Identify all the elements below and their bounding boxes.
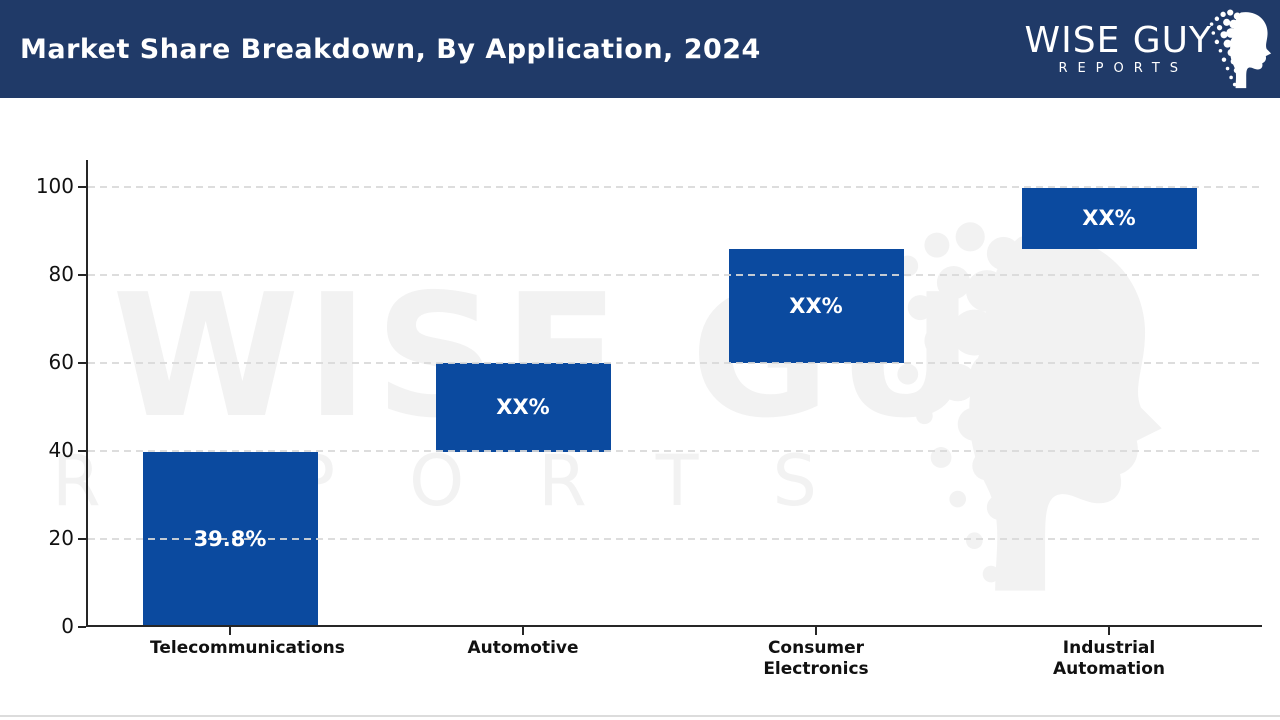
bar-value-label: 39.8% [193, 527, 267, 552]
header: Market Share Breakdown, By Application, … [0, 0, 1280, 98]
bar-segment [1021, 187, 1197, 249]
bottom-divider [0, 715, 1280, 717]
y-tick-label: 60 [48, 350, 74, 374]
y-tick-label: 20 [48, 526, 74, 550]
chart-area: WISE GUY REPORTS 0 20 40 60 80 100 39.8% Teleco… [0, 98, 1280, 720]
category-label: Telecommunications [150, 638, 345, 658]
bar-segment [728, 248, 904, 363]
y-tick-mark [78, 274, 86, 276]
y-tick-mark [78, 538, 86, 540]
category-label: Consumer Electronics [763, 638, 869, 680]
x-tick-mark [1108, 627, 1110, 635]
logo-face-icon [1209, 9, 1272, 89]
logo-subtitle: REPORTS [1058, 61, 1189, 76]
y-tick-mark [78, 450, 86, 452]
y-tick-mark [78, 626, 86, 628]
gridline-100 [88, 186, 1260, 188]
logo-wordmark: WISE GUY [1024, 20, 1212, 61]
y-tick-label: 80 [48, 262, 74, 286]
gridline-40 [88, 450, 1260, 452]
y-tick-label: 100 [35, 174, 74, 198]
y-axis [86, 160, 88, 627]
y-tick-label: 0 [61, 614, 74, 638]
page-title: Market Share Breakdown, By Application, … [20, 33, 761, 65]
x-tick-mark [522, 627, 524, 635]
x-axis [86, 625, 1262, 627]
category-label: Automotive [467, 638, 579, 658]
gridline-60 [88, 362, 1260, 364]
bar-value-label: XX% [1082, 206, 1136, 231]
bar-value-label: XX% [496, 395, 550, 420]
logo-text: WISE GUY REPORTS [1024, 20, 1213, 76]
x-tick-mark [229, 627, 231, 635]
y-tick-label: 40 [48, 438, 74, 462]
y-tick-mark [78, 362, 86, 364]
brand-logo: WISE GUY REPORTS [1025, 0, 1273, 98]
bar-segment [435, 363, 611, 452]
gridline-20 [88, 538, 1260, 540]
y-tick-mark [78, 186, 86, 188]
gridline-80 [88, 274, 1260, 276]
category-label: Industrial Automation [1053, 638, 1165, 680]
bar-value-label: XX% [789, 293, 843, 318]
x-tick-mark [815, 627, 817, 635]
